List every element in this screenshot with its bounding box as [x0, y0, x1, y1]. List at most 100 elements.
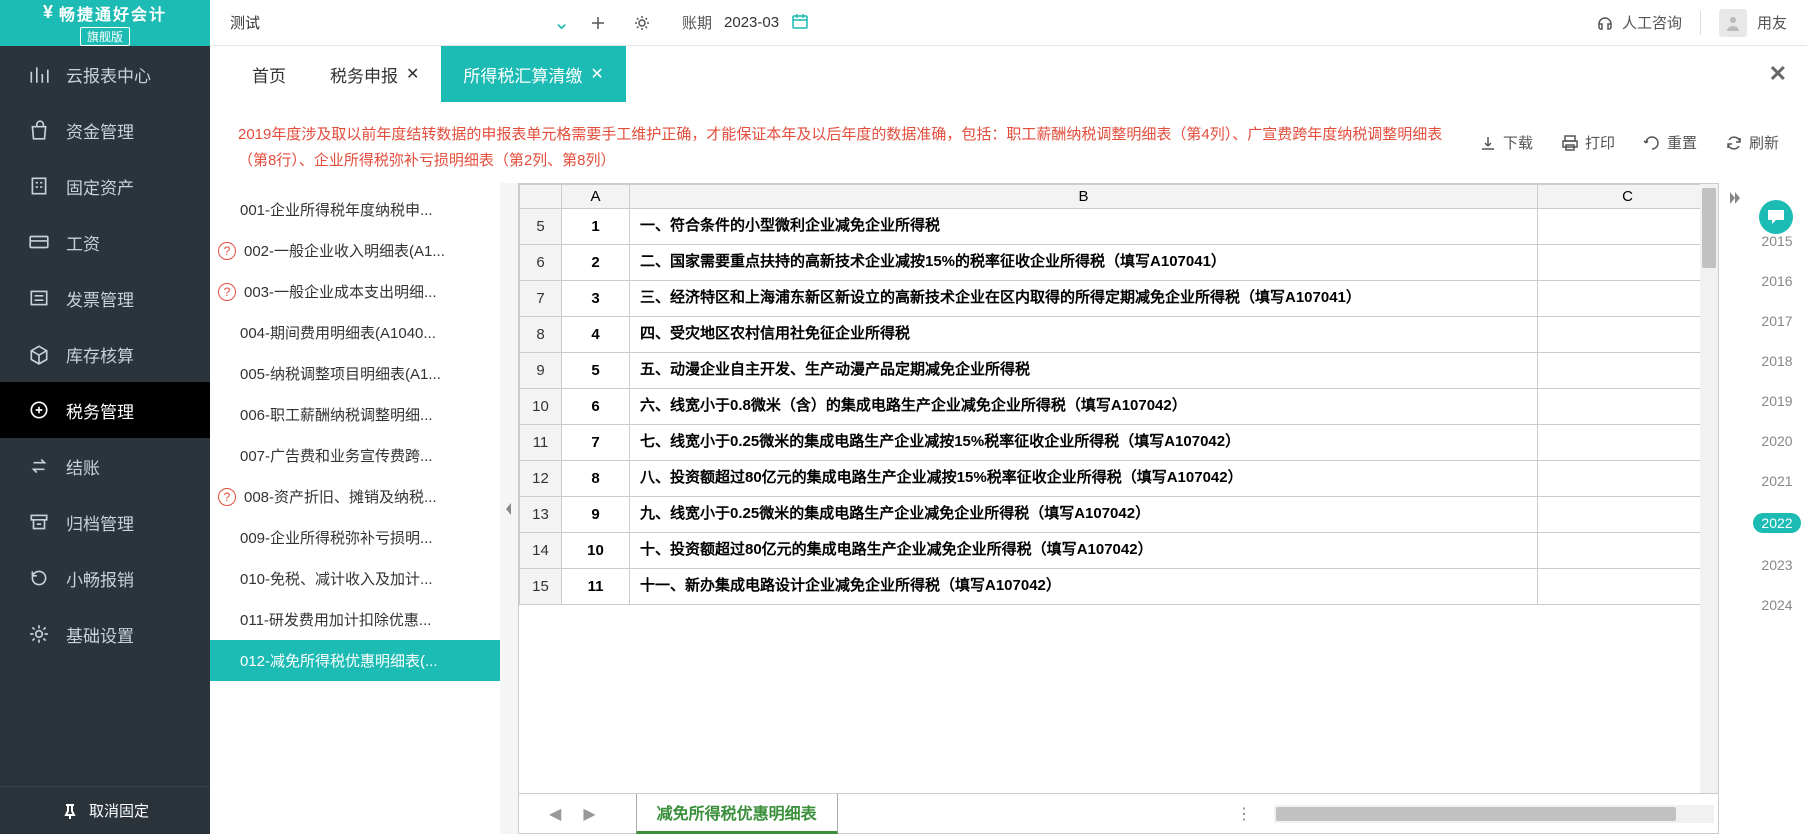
row-header[interactable]: 8 [520, 317, 562, 353]
form-item-6[interactable]: 007-广告费和业务宣传费跨... [210, 435, 500, 476]
sidebar-item-8[interactable]: 归档管理 [0, 494, 210, 550]
row-header[interactable]: 7 [520, 281, 562, 317]
consult-button[interactable]: 人工咨询 [1596, 12, 1682, 33]
cell-C[interactable] [1538, 497, 1718, 533]
year-2021[interactable]: 2021 [1761, 473, 1792, 489]
sidebar-item-1[interactable]: 资金管理 [0, 102, 210, 158]
expand-handle[interactable] [1723, 183, 1747, 834]
add-button[interactable] [582, 7, 614, 39]
row-header[interactable]: 10 [520, 389, 562, 425]
tab-1[interactable]: 税务申报✕ [308, 46, 441, 102]
form-item-11[interactable]: 012-减免所得税优惠明细表(... [210, 640, 500, 681]
tab-close-button[interactable]: ✕ [406, 64, 419, 84]
collapse-handle[interactable] [500, 183, 518, 834]
col-header-B[interactable]: B [630, 185, 1538, 209]
year-2016[interactable]: 2016 [1761, 273, 1792, 289]
cell-C[interactable] [1538, 389, 1718, 425]
help-button[interactable] [1759, 200, 1793, 234]
tabs-close-button[interactable]: ✕ [1769, 61, 1787, 87]
cell-C[interactable] [1538, 353, 1718, 389]
row-header[interactable]: 14 [520, 533, 562, 569]
cell-A[interactable]: 10 [562, 533, 630, 569]
year-2015[interactable]: 2015 [1761, 233, 1792, 249]
cell-C[interactable] [1538, 245, 1718, 281]
row-header[interactable]: 15 [520, 569, 562, 605]
sheet-vscrollbar[interactable] [1700, 184, 1718, 793]
sheet-menu-button[interactable]: ⋮ [1236, 804, 1254, 824]
cell-C[interactable] [1538, 461, 1718, 497]
tab-2[interactable]: 所得税汇算清缴✕ [441, 46, 625, 102]
form-item-1[interactable]: ?002-一般企业收入明细表(A1... [210, 230, 500, 271]
user-menu[interactable]: 用友 [1719, 9, 1787, 37]
sheet-prev-button[interactable]: ◀ [549, 804, 561, 824]
org-selector[interactable]: 测试 ⌄ [230, 10, 570, 35]
cell-B[interactable]: 十一、新办集成电路设计企业减免企业所得税（填写A107042） [630, 569, 1538, 605]
col-header-A[interactable]: A [562, 185, 630, 209]
reset-button[interactable]: 重置 [1643, 132, 1697, 153]
cell-A[interactable]: 9 [562, 497, 630, 533]
cell-B[interactable]: 四、受灾地区农村信用社免征企业所得税 [630, 317, 1538, 353]
row-header[interactable]: 11 [520, 425, 562, 461]
form-item-10[interactable]: 011-研发费用加计扣除优惠... [210, 599, 500, 640]
cell-A[interactable]: 8 [562, 461, 630, 497]
tab-0[interactable]: 首页 [230, 46, 308, 102]
cell-A[interactable]: 2 [562, 245, 630, 281]
year-2023[interactable]: 2023 [1761, 557, 1792, 573]
sidebar-item-4[interactable]: 发票管理 [0, 270, 210, 326]
year-2018[interactable]: 2018 [1761, 353, 1792, 369]
row-header[interactable]: 6 [520, 245, 562, 281]
cell-A[interactable]: 3 [562, 281, 630, 317]
sidebar-item-6[interactable]: 税务管理 [0, 382, 210, 438]
cell-A[interactable]: 11 [562, 569, 630, 605]
cell-A[interactable]: 5 [562, 353, 630, 389]
refresh-button[interactable]: 刷新 [1725, 132, 1779, 153]
year-2024[interactable]: 2024 [1761, 597, 1792, 613]
cell-A[interactable]: 7 [562, 425, 630, 461]
cell-B[interactable]: 五、动漫企业自主开发、生产动漫产品定期减免企业所得税 [630, 353, 1538, 389]
cell-C[interactable] [1538, 569, 1718, 605]
col-header-C[interactable]: C [1538, 185, 1718, 209]
form-item-2[interactable]: ?003-一般企业成本支出明细... [210, 271, 500, 312]
sidebar-item-2[interactable]: 固定资产 [0, 158, 210, 214]
sheet-scroll[interactable]: A B C 51一、符合条件的小型微利企业减免企业所得税62二、国家需要重点扶持… [519, 184, 1718, 793]
row-header[interactable]: 5 [520, 209, 562, 245]
cell-C[interactable] [1538, 317, 1718, 353]
form-item-4[interactable]: 005-纳税调整项目明细表(A1... [210, 353, 500, 394]
year-2020[interactable]: 2020 [1761, 433, 1792, 449]
cell-A[interactable]: 6 [562, 389, 630, 425]
sidebar-item-7[interactable]: 结账 [0, 438, 210, 494]
sidebar-item-10[interactable]: 基础设置 [0, 606, 210, 662]
form-item-9[interactable]: 010-免税、减计收入及加计... [210, 558, 500, 599]
cell-B[interactable]: 一、符合条件的小型微利企业减免企业所得税 [630, 209, 1538, 245]
cell-C[interactable] [1538, 281, 1718, 317]
cell-B[interactable]: 八、投资额超过80亿元的集成电路生产企业减按15%税率征收企业所得税（填写A10… [630, 461, 1538, 497]
sheet-next-button[interactable]: ▶ [583, 804, 595, 824]
cell-C[interactable] [1538, 209, 1718, 245]
form-item-5[interactable]: 006-职工薪酬纳税调整明细... [210, 394, 500, 435]
cell-C[interactable] [1538, 425, 1718, 461]
cell-A[interactable]: 4 [562, 317, 630, 353]
period-picker[interactable]: 账期 2023-03 [682, 12, 809, 34]
sidebar-item-5[interactable]: 库存核算 [0, 326, 210, 382]
row-header[interactable]: 12 [520, 461, 562, 497]
year-2019[interactable]: 2019 [1761, 393, 1792, 409]
form-item-3[interactable]: 004-期间费用明细表(A1040... [210, 312, 500, 353]
row-header[interactable]: 13 [520, 497, 562, 533]
sheet-tab[interactable]: 减免所得税优惠明细表 [636, 794, 838, 834]
sheet-hthumb[interactable] [1276, 807, 1676, 821]
download-button[interactable]: 下载 [1479, 132, 1533, 153]
form-item-0[interactable]: 001-企业所得税年度纳税申... [210, 189, 500, 230]
sidebar-item-9[interactable]: 小畅报销 [0, 550, 210, 606]
sheet-hscrollbar[interactable] [1274, 805, 1714, 823]
sheet-vthumb[interactable] [1702, 188, 1716, 268]
cell-B[interactable]: 九、线宽小于0.25微米的集成电路生产企业减免企业所得税（填写A107042） [630, 497, 1538, 533]
year-2022[interactable]: 2022 [1753, 513, 1800, 533]
cell-A[interactable]: 1 [562, 209, 630, 245]
form-item-8[interactable]: 009-企业所得税弥补亏损明... [210, 517, 500, 558]
cell-C[interactable] [1538, 533, 1718, 569]
print-button[interactable]: 打印 [1561, 132, 1615, 153]
settings-button[interactable] [626, 7, 658, 39]
tab-close-button[interactable]: ✕ [590, 64, 603, 84]
unpin-button[interactable]: 取消固定 [0, 786, 210, 834]
sidebar-item-3[interactable]: 工资 [0, 214, 210, 270]
